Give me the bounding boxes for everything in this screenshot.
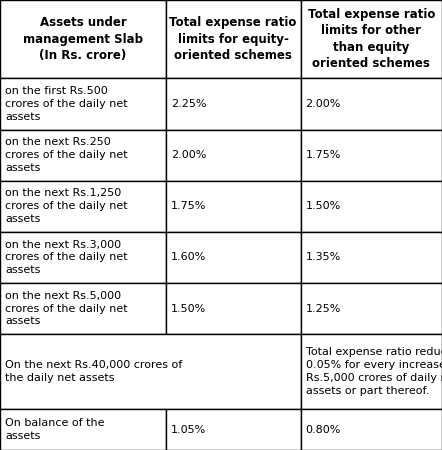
Bar xyxy=(166,130,301,181)
Text: 1.50%: 1.50% xyxy=(171,303,206,314)
Text: On the next Rs.40,000 crores of
the daily net assets: On the next Rs.40,000 crores of the dail… xyxy=(5,360,182,383)
Text: 1.35%: 1.35% xyxy=(305,252,341,262)
Bar xyxy=(301,78,442,130)
Text: 1.05%: 1.05% xyxy=(171,424,206,435)
Text: 1.75%: 1.75% xyxy=(171,201,206,211)
Text: 2.25%: 2.25% xyxy=(171,99,206,109)
Bar xyxy=(301,283,442,334)
Bar xyxy=(0,232,166,283)
Bar xyxy=(301,130,442,181)
Bar xyxy=(301,409,442,450)
Bar xyxy=(0,409,166,450)
Text: 1.50%: 1.50% xyxy=(305,201,341,211)
Text: Total expense ratio
limits for other
than equity
oriented schemes: Total expense ratio limits for other tha… xyxy=(308,8,435,71)
Bar xyxy=(166,283,301,334)
Bar xyxy=(166,232,301,283)
Text: 1.60%: 1.60% xyxy=(171,252,206,262)
Bar xyxy=(166,409,301,450)
Bar xyxy=(0,130,166,181)
Bar xyxy=(166,181,301,232)
Text: 0.80%: 0.80% xyxy=(305,424,341,435)
Bar xyxy=(0,78,166,130)
Text: Assets under
management Slab
(In Rs. crore): Assets under management Slab (In Rs. cro… xyxy=(23,16,143,62)
Text: on the next Rs.250
crores of the daily net
assets: on the next Rs.250 crores of the daily n… xyxy=(5,137,128,173)
Text: 1.75%: 1.75% xyxy=(305,150,341,160)
Bar xyxy=(0,283,166,334)
Text: Total expense ratio reduction of
0.05% for every increase of
Rs.5,000 crores of : Total expense ratio reduction of 0.05% f… xyxy=(305,347,442,396)
Text: 2.00%: 2.00% xyxy=(305,99,341,109)
Text: on the first Rs.500
crores of the daily net
assets: on the first Rs.500 crores of the daily … xyxy=(5,86,128,122)
Text: 1.25%: 1.25% xyxy=(305,303,341,314)
Bar xyxy=(0,0,166,78)
Bar xyxy=(0,334,301,409)
Bar xyxy=(301,334,442,409)
Bar xyxy=(301,0,442,78)
Bar xyxy=(301,232,442,283)
Text: On balance of the
assets: On balance of the assets xyxy=(5,418,104,441)
Bar xyxy=(301,181,442,232)
Bar xyxy=(166,0,301,78)
Text: on the next Rs.5,000
crores of the daily net
assets: on the next Rs.5,000 crores of the daily… xyxy=(5,291,128,326)
Text: Total expense ratio
limits for equity-
oriented schemes: Total expense ratio limits for equity- o… xyxy=(169,16,297,62)
Text: 2.00%: 2.00% xyxy=(171,150,206,160)
Text: on the next Rs.3,000
crores of the daily net
assets: on the next Rs.3,000 crores of the daily… xyxy=(5,239,128,275)
Bar xyxy=(166,78,301,130)
Bar xyxy=(0,181,166,232)
Text: on the next Rs.1,250
crores of the daily net
assets: on the next Rs.1,250 crores of the daily… xyxy=(5,189,128,224)
